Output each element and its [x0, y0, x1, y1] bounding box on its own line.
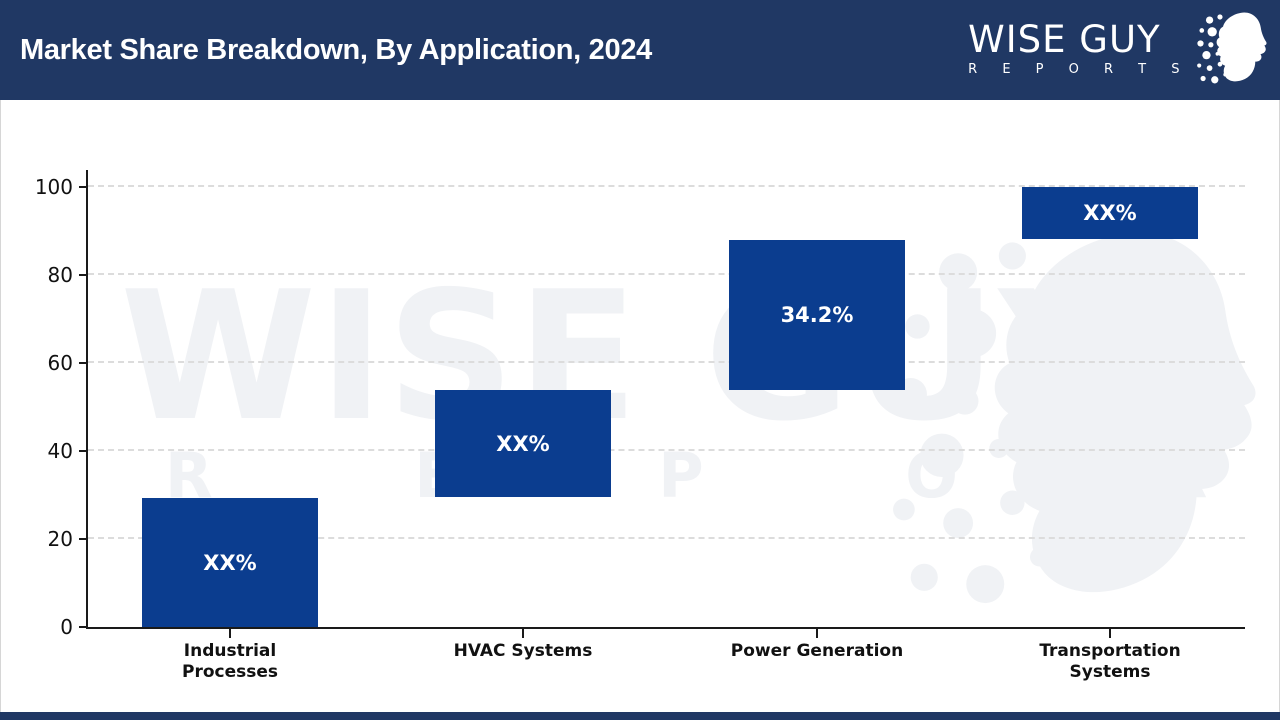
- y-axis-tick-mark: [79, 186, 88, 188]
- y-axis-tick-mark: [79, 450, 88, 452]
- footer-bar: [0, 712, 1280, 720]
- brand-logo: WISE GUY R E P O R T S: [968, 8, 1268, 88]
- y-axis-tick-mark: [79, 362, 88, 364]
- brand-text: WISE GUY R E P O R T S: [968, 18, 1190, 78]
- bar-value-label: XX%: [1083, 200, 1137, 225]
- y-axis-tick-label: 40: [47, 439, 73, 463]
- y-axis-tick-label: 20: [47, 527, 73, 551]
- gridline: [88, 537, 1245, 539]
- x-axis-category-label: HVAC Systems: [453, 641, 593, 661]
- bar-value-label: 34.2%: [780, 303, 854, 328]
- x-axis-tick-mark: [816, 629, 818, 638]
- bar-hvac-systems: XX%: [435, 389, 611, 498]
- brand-name: WISE GUY: [968, 18, 1161, 61]
- watermark-text-1: WISE GUY: [120, 253, 1130, 460]
- x-axis-line: [86, 627, 1245, 629]
- x-axis-category-label: Transportation Systems: [1039, 641, 1181, 682]
- gridline: [88, 185, 1245, 187]
- bar-industrial-processes: XX%: [142, 498, 318, 627]
- x-axis-tick-mark: [229, 629, 231, 638]
- y-axis-tick-label: 100: [34, 175, 73, 199]
- x-axis-category-label: Power Generation: [730, 641, 904, 661]
- header: Market Share Breakdown, By Application, …: [0, 0, 1280, 100]
- y-axis-tick-mark: [79, 626, 88, 628]
- y-axis-tick-label: 80: [47, 263, 73, 287]
- y-axis-line: [86, 170, 88, 629]
- y-axis-tick-label: 60: [47, 351, 73, 375]
- bar-transportation-systems: XX%: [1022, 187, 1198, 239]
- bar-value-label: XX%: [203, 550, 257, 575]
- gridline: [88, 273, 1245, 275]
- bar-value-label: XX%: [496, 431, 550, 456]
- bar-power-generation: 34.2%: [729, 239, 905, 391]
- gridline: [88, 449, 1245, 451]
- chart-title: Market Share Breakdown, By Application, …: [20, 33, 652, 66]
- x-axis-tick-mark: [522, 629, 524, 638]
- y-axis-tick-mark: [79, 538, 88, 540]
- brand-subtitle: R E P O R T S: [968, 62, 1190, 77]
- x-axis-tick-mark: [1109, 629, 1111, 638]
- x-axis-category-label: Industrial Processes: [181, 641, 278, 682]
- gridline: [88, 361, 1245, 363]
- y-axis-tick-mark: [79, 274, 88, 276]
- y-axis-tick-label: 0: [60, 615, 73, 639]
